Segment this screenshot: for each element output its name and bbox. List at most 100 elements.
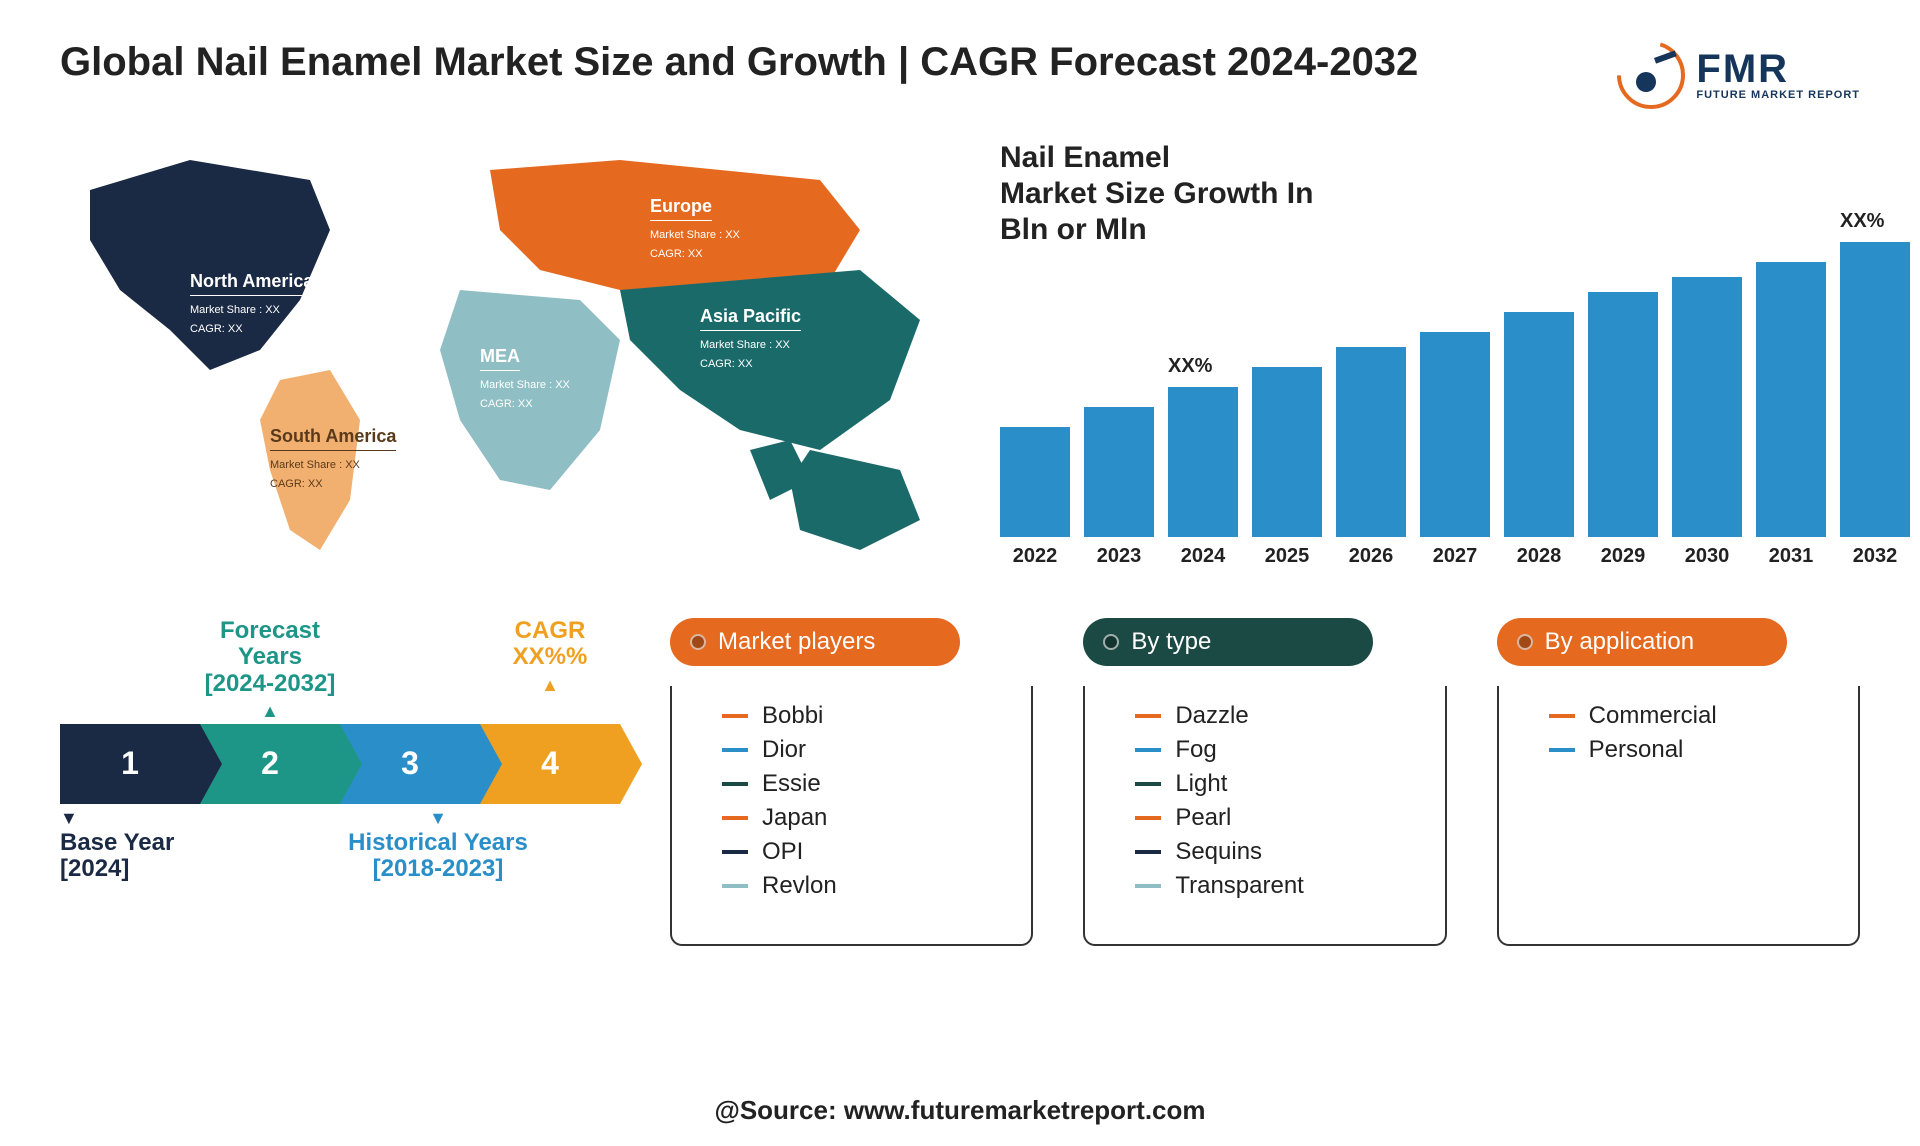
list-item-label: Dazzle [1175,702,1248,730]
bar [1504,312,1574,537]
top-row: North America Market Share : XX CAGR: XX… [60,140,1860,568]
bar-col: 2025 [1252,367,1322,568]
bar [1420,332,1490,537]
triangle-up-icon: ▲ [541,675,559,695]
bar-year-label: 2022 [1013,545,1058,568]
list-item: Essie [722,770,1001,798]
list-item: Commercial [1549,702,1828,730]
region-europe: Europe Market Share : XX CAGR: XX [650,195,740,261]
category-by-type: By type Dazzle Fog Light Pearl Sequins Transp… [1083,618,1446,946]
list-item: Personal [1549,736,1828,764]
list-item-label: OPI [762,838,803,866]
list-item-label: Personal [1589,736,1684,764]
header: Global Nail Enamel Market Size and Growt… [60,40,1860,110]
dash-icon [1549,748,1575,752]
dash-icon [1135,816,1161,820]
list-by-type: Dazzle Fog Light Pearl Sequins Transparent [1083,686,1446,946]
bar [1840,242,1910,537]
category-by-application: By application Commercial Personal [1497,618,1860,946]
bar-col: 2027 [1420,332,1490,568]
bar-pct-label: XX% [1840,210,1884,233]
dash-icon [1135,714,1161,718]
logo-icon [1616,40,1686,110]
bar-year-label: 2025 [1265,545,1310,568]
dash-icon [722,884,748,888]
timeline: Forecast Years [2024-2032] ▲ CAGR XX%% ▲… [60,618,620,883]
pill-by-application: By application [1497,618,1787,666]
bar-col: 2022 [1000,427,1070,568]
triangle-up-icon: ▲ [261,701,279,721]
bar-pct-label: XX% [1168,355,1212,378]
list-by-application: Commercial Personal [1497,686,1860,946]
bar-col: 2031 [1756,262,1826,568]
list-market-players: Bobbi Dior Essie Japan OPI Revlon [670,686,1033,946]
list-item: Sequins [1135,838,1414,866]
list-item-label: Japan [762,804,827,832]
chart-title: Nail Enamel Market Size Growth In Bln or… [1000,140,1910,248]
list-item-label: Bobbi [762,702,823,730]
bar-year-label: 2027 [1433,545,1478,568]
dot-icon [690,634,706,650]
list-item-label: Revlon [762,872,837,900]
bar-year-label: 2032 [1853,545,1898,568]
list-item-label: Commercial [1589,702,1717,730]
triangle-down-icon: ▼ [60,808,78,828]
list-item: Fog [1135,736,1414,764]
list-item-label: Dior [762,736,806,764]
list-item: Pearl [1135,804,1414,832]
page-title: Global Nail Enamel Market Size and Growt… [60,40,1418,85]
list-item: Bobbi [722,702,1001,730]
dash-icon [1135,782,1161,786]
timeline-hist-label: ▼ Historical Years [2018-2023] [340,804,536,883]
source-text: @Source: www.futuremarketreport.com [714,1095,1205,1126]
bar [1756,262,1826,537]
bottom-row: Forecast Years [2024-2032] ▲ CAGR XX%% ▲… [60,618,1860,946]
bar-year-label: 2029 [1601,545,1646,568]
dash-icon [722,850,748,854]
dot-icon [1517,634,1533,650]
timeline-base-label: ▼ Base Year [2024] [60,804,200,883]
bar-year-label: 2030 [1685,545,1730,568]
bar [1168,387,1238,537]
bar-year-label: 2023 [1097,545,1142,568]
dash-icon [1135,748,1161,752]
bar-col: 2030 [1672,277,1742,568]
dash-icon [722,816,748,820]
bar-year-label: 2026 [1349,545,1394,568]
bar-col: 2026 [1336,347,1406,568]
chevron-row: 1 2 3 4 [60,724,620,804]
dot-icon [1103,634,1119,650]
bar [1588,292,1658,537]
list-item-label: Essie [762,770,821,798]
list-item: Dior [722,736,1001,764]
dash-icon [722,782,748,786]
bar [1336,347,1406,537]
list-item: Japan [722,804,1001,832]
category-market-players: Market players BobbiDiorEssieJapanOPIRev… [670,618,1033,946]
list-item-label: Light [1175,770,1227,798]
bar [1252,367,1322,537]
timeline-cagr-label: CAGR XX%% ▲ [480,618,620,724]
region-asia-pacific: Asia Pacific Market Share : XX CAGR: XX [700,305,801,371]
list-item: Light [1135,770,1414,798]
logo-fmr-text: FMR [1696,49,1860,89]
bar-year-label: 2031 [1769,545,1814,568]
bar-year-label: 2024 [1181,545,1226,568]
bar-col: 2024 [1168,387,1238,568]
bar-col: 2032 [1840,242,1910,568]
dash-icon [1135,850,1161,854]
bar-chart: Nail Enamel Market Size Growth In Bln or… [1000,140,1910,568]
list-item: Transparent [1135,872,1414,900]
list-item-label: Fog [1175,736,1216,764]
list-item-label: Sequins [1175,838,1262,866]
list-item: Dazzle [1135,702,1414,730]
bar [1672,277,1742,537]
bar-col: 2029 [1588,292,1658,568]
bar-col: 2028 [1504,312,1574,568]
bar [1084,407,1154,537]
timeline-forecast-label: Forecast Years [2024-2032] ▲ [200,618,340,724]
dash-icon [722,748,748,752]
dash-icon [722,714,748,718]
dash-icon [1549,714,1575,718]
pill-by-type: By type [1083,618,1373,666]
